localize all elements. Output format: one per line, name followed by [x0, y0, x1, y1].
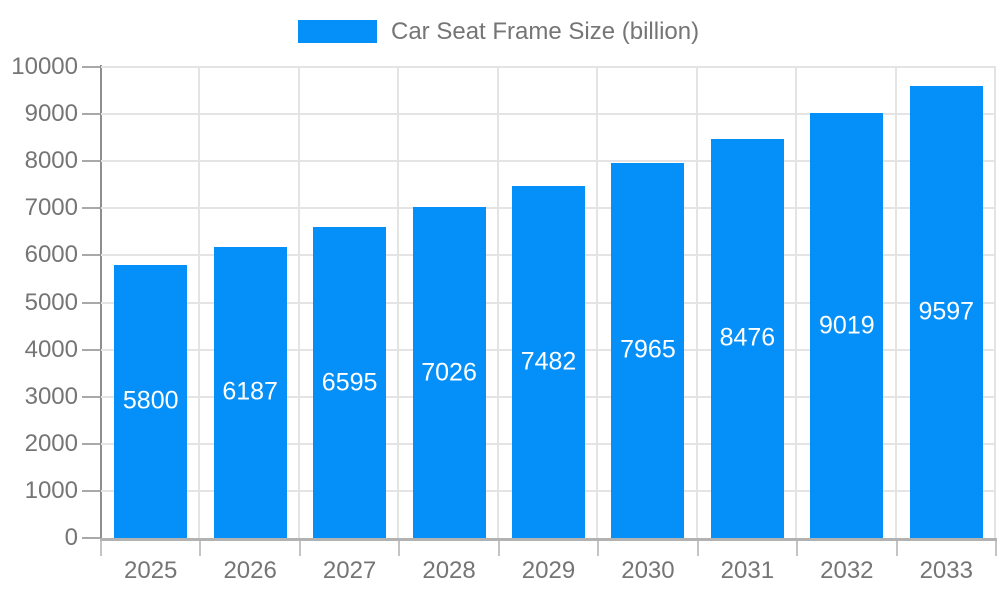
y-gridline [101, 113, 996, 116]
x-axis-tick [995, 541, 997, 556]
x-axis-line [100, 538, 997, 541]
y-axis-tick [82, 489, 100, 492]
x-gridline [198, 67, 201, 538]
y-axis-tick-label: 5000 [24, 288, 78, 316]
bar[interactable]: 7965 [611, 162, 685, 538]
y-axis-tick-label: 4000 [24, 335, 78, 363]
bar-value-label: 9019 [819, 311, 875, 340]
x-axis-tick [796, 541, 799, 556]
y-axis-tick [82, 160, 100, 163]
bar[interactable]: 5800 [114, 264, 188, 538]
bar[interactable]: 7026 [412, 207, 486, 538]
bar[interactable]: 9019 [810, 113, 884, 538]
bar[interactable]: 8476 [710, 138, 784, 538]
y-gridline [101, 66, 996, 68]
bar[interactable]: 7482 [512, 185, 585, 538]
x-axis-tick-label: 2025 [124, 557, 178, 584]
x-axis-tick-label: 2032 [820, 557, 874, 584]
x-axis-tick [696, 541, 699, 556]
y-axis-tick [82, 395, 100, 398]
x-axis-tick [497, 541, 500, 556]
bar-value-label: 7965 [620, 335, 676, 364]
y-axis-tick [82, 537, 100, 539]
y-axis-tick-label: 2000 [24, 429, 78, 457]
legend-swatch [298, 20, 377, 43]
legend-label: Car Seat Frame Size (billion) [391, 18, 700, 45]
x-gridline [297, 67, 300, 538]
y-axis-tick [82, 207, 100, 210]
bar[interactable]: 6187 [213, 246, 287, 538]
y-axis-tick-label: 6000 [24, 241, 78, 269]
y-axis-tick [82, 301, 100, 304]
y-axis-tick-label: 7000 [24, 194, 78, 222]
plot-area: 5800 6187 6595 7026 7482 7965 8476 9019 9597 [101, 66, 996, 538]
bar-value-label: 8476 [719, 323, 776, 352]
bar-value-label: 5800 [122, 386, 179, 415]
x-gridline [894, 67, 897, 538]
x-axis-tick-label: 2033 [919, 557, 973, 584]
bar-value-label: 7482 [520, 347, 577, 376]
y-axis-tick-label: 9000 [24, 100, 78, 128]
x-gridline [496, 67, 499, 538]
x-axis-tick-label: 2030 [621, 557, 675, 584]
bar-value-label: 9597 [918, 297, 975, 326]
y-gridline [101, 160, 996, 163]
y-axis-tick-label: 10000 [11, 53, 78, 80]
x-axis-tick [597, 541, 600, 556]
x-gridline [596, 67, 599, 538]
x-axis-tick [199, 541, 202, 556]
bar-value-label: 6187 [222, 377, 278, 406]
y-axis-tick [82, 254, 100, 257]
bar-value-label: 7026 [421, 358, 477, 387]
y-axis-tick-label: 3000 [24, 382, 78, 410]
y-axis-tick-label: 8000 [24, 147, 78, 175]
x-gridline [397, 67, 400, 538]
y-axis-tick-label: 1000 [24, 476, 78, 504]
bar[interactable]: 9597 [909, 85, 983, 538]
x-gridline [795, 67, 798, 538]
x-gridline [695, 67, 698, 538]
y-axis-tick [82, 348, 100, 351]
y-axis-tick [82, 66, 100, 68]
x-axis-tick-label: 2029 [521, 557, 576, 584]
x-axis-tick-label: 2026 [223, 557, 277, 584]
y-axis-tick [82, 442, 100, 445]
x-gridline [994, 67, 996, 538]
bar-value-label: 6595 [321, 368, 378, 397]
x-axis-tick [100, 541, 102, 556]
x-axis-tick-label: 2028 [422, 557, 476, 584]
x-axis-tick-label: 2027 [322, 557, 377, 584]
x-axis-tick-label: 2031 [720, 557, 775, 584]
x-axis-tick [895, 541, 898, 556]
x-axis-tick [298, 541, 301, 556]
x-axis-tick [398, 541, 401, 556]
y-axis-tick [82, 113, 100, 116]
bar[interactable]: 6595 [313, 227, 387, 538]
y-axis-tick-label: 0 [64, 524, 78, 551]
